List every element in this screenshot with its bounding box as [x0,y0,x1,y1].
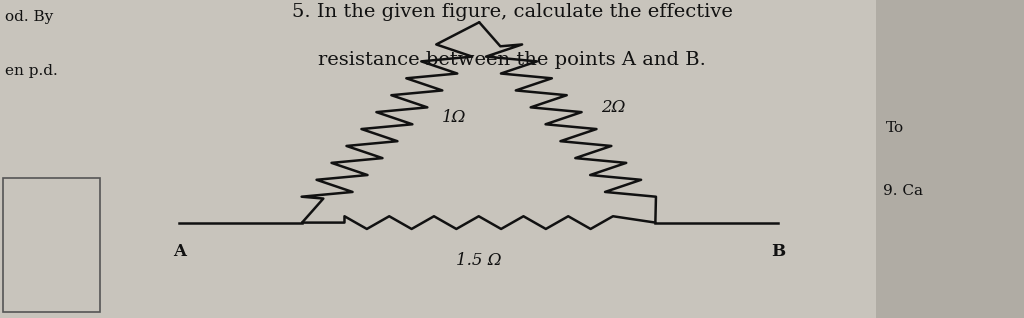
Text: A: A [173,243,185,260]
Text: 1.5 Ω: 1.5 Ω [456,252,502,269]
Text: 5. In the given figure, calculate the effective: 5. In the given figure, calculate the ef… [292,3,732,21]
FancyBboxPatch shape [3,178,100,312]
FancyBboxPatch shape [876,0,1024,318]
Text: B: B [771,243,785,260]
Text: resistance between the points A and B.: resistance between the points A and B. [318,51,706,69]
Text: 9. Ca: 9. Ca [883,184,923,198]
Text: 1Ω: 1Ω [441,108,466,126]
Text: od. By: od. By [5,10,53,24]
Text: To: To [886,121,904,135]
Text: 2Ω: 2Ω [601,99,625,116]
Text: en p.d.: en p.d. [5,64,58,78]
